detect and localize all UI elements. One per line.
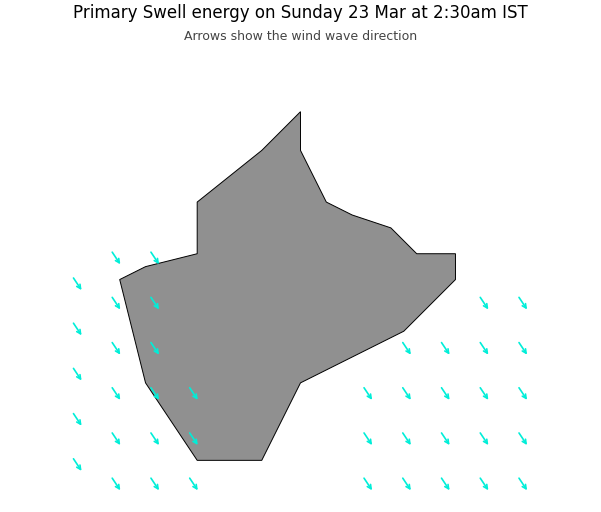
Text: Arrows show the wind wave direction: Arrows show the wind wave direction [184,30,417,43]
Polygon shape [120,112,456,460]
Text: Primary Swell energy on Sunday 23 Mar at 2:30am IST: Primary Swell energy on Sunday 23 Mar at… [73,4,528,22]
